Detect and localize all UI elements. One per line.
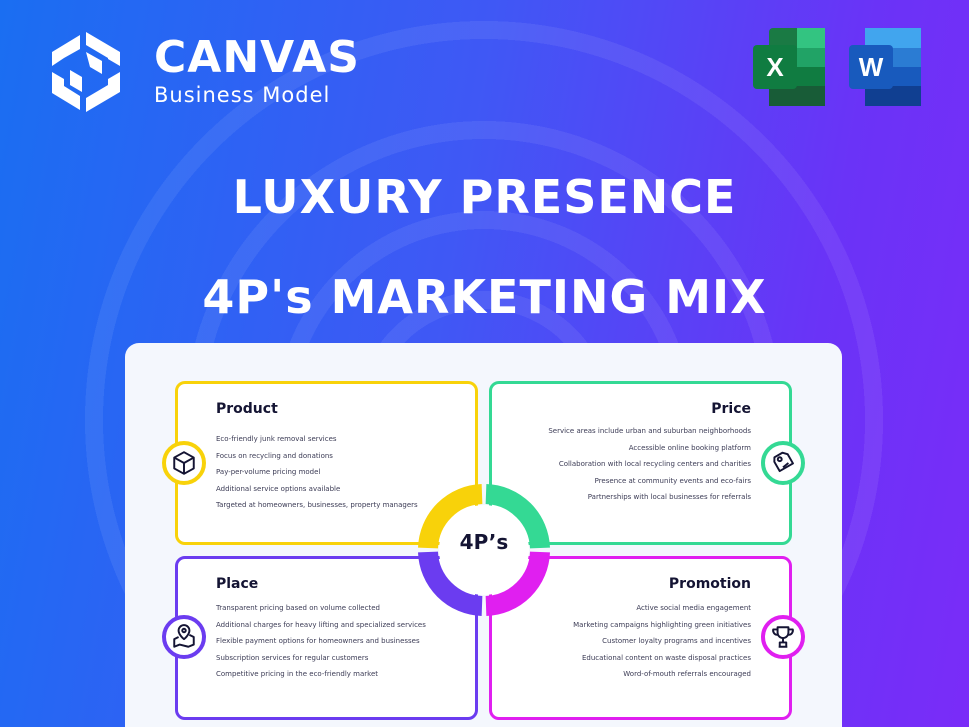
ring-segment-place [418, 551, 483, 616]
place-title: Place [216, 576, 259, 592]
list-item: Subscription services for regular custom… [216, 653, 369, 662]
promotion-title: Promotion [668, 576, 751, 592]
list-item: Service areas include urban and suburban… [548, 427, 751, 435]
list-item: Additional charges for heavy lifting and… [216, 620, 426, 629]
word-letter: W [859, 52, 884, 82]
center-ring [418, 484, 550, 616]
list-item: Additional service options available [216, 484, 341, 493]
page-title-line1: LUXURY PRESENCE [232, 170, 737, 224]
list-item: Customer loyalty programs and incentives [602, 637, 751, 645]
price-title: Price [711, 401, 751, 417]
list-item: Accessible online booking platform [628, 443, 751, 452]
price-tag-icon [761, 441, 805, 485]
brand-tagline: Business Model [154, 83, 331, 107]
excel-letter: X [766, 52, 784, 82]
trophy-icon [761, 615, 805, 659]
list-item: Collaboration with local recycling cente… [558, 460, 751, 468]
center-label: 4P’s [459, 530, 509, 554]
excel-icon[interactable]: X [753, 28, 825, 106]
list-item: Active social media engagement [636, 604, 751, 612]
list-item: Focus on recycling and donations [216, 451, 333, 460]
ring-segment-product [418, 484, 483, 549]
map-pin-icon [162, 615, 206, 659]
list-item: Pay-per-volume pricing model [216, 468, 321, 476]
list-item: Flexible payment options for homeowners … [216, 637, 420, 645]
page-title-line2: 4P's MARKETING MIX [202, 270, 767, 324]
ring-segment-promotion [485, 551, 550, 616]
list-item: Educational content on waste disposal pr… [581, 653, 751, 662]
word-icon[interactable]: W [849, 28, 921, 106]
list-item: Presence at community events and eco-fai… [594, 476, 751, 485]
list-item: Word-of-mouth referrals encouraged [623, 670, 751, 678]
brand-name: CANVAS [154, 32, 360, 83]
list-item: Competitive pricing in the eco-friendly … [216, 670, 378, 678]
product-title: Product [216, 401, 278, 417]
list-item: Eco-friendly junk removal services [216, 435, 337, 443]
logo: CANVAS Business Model [46, 30, 360, 114]
list-item: Marketing campaigns highlighting green i… [573, 620, 751, 629]
list-item: Partnerships with local businesses for r… [587, 493, 751, 501]
list-item: Targeted at homeowners, businesses, prop… [216, 501, 418, 509]
ring-segment-price [485, 484, 550, 549]
logo-hexagon-icon [52, 32, 120, 112]
list-item: Transparent pricing based on volume coll… [216, 604, 380, 612]
box-icon [162, 441, 206, 485]
